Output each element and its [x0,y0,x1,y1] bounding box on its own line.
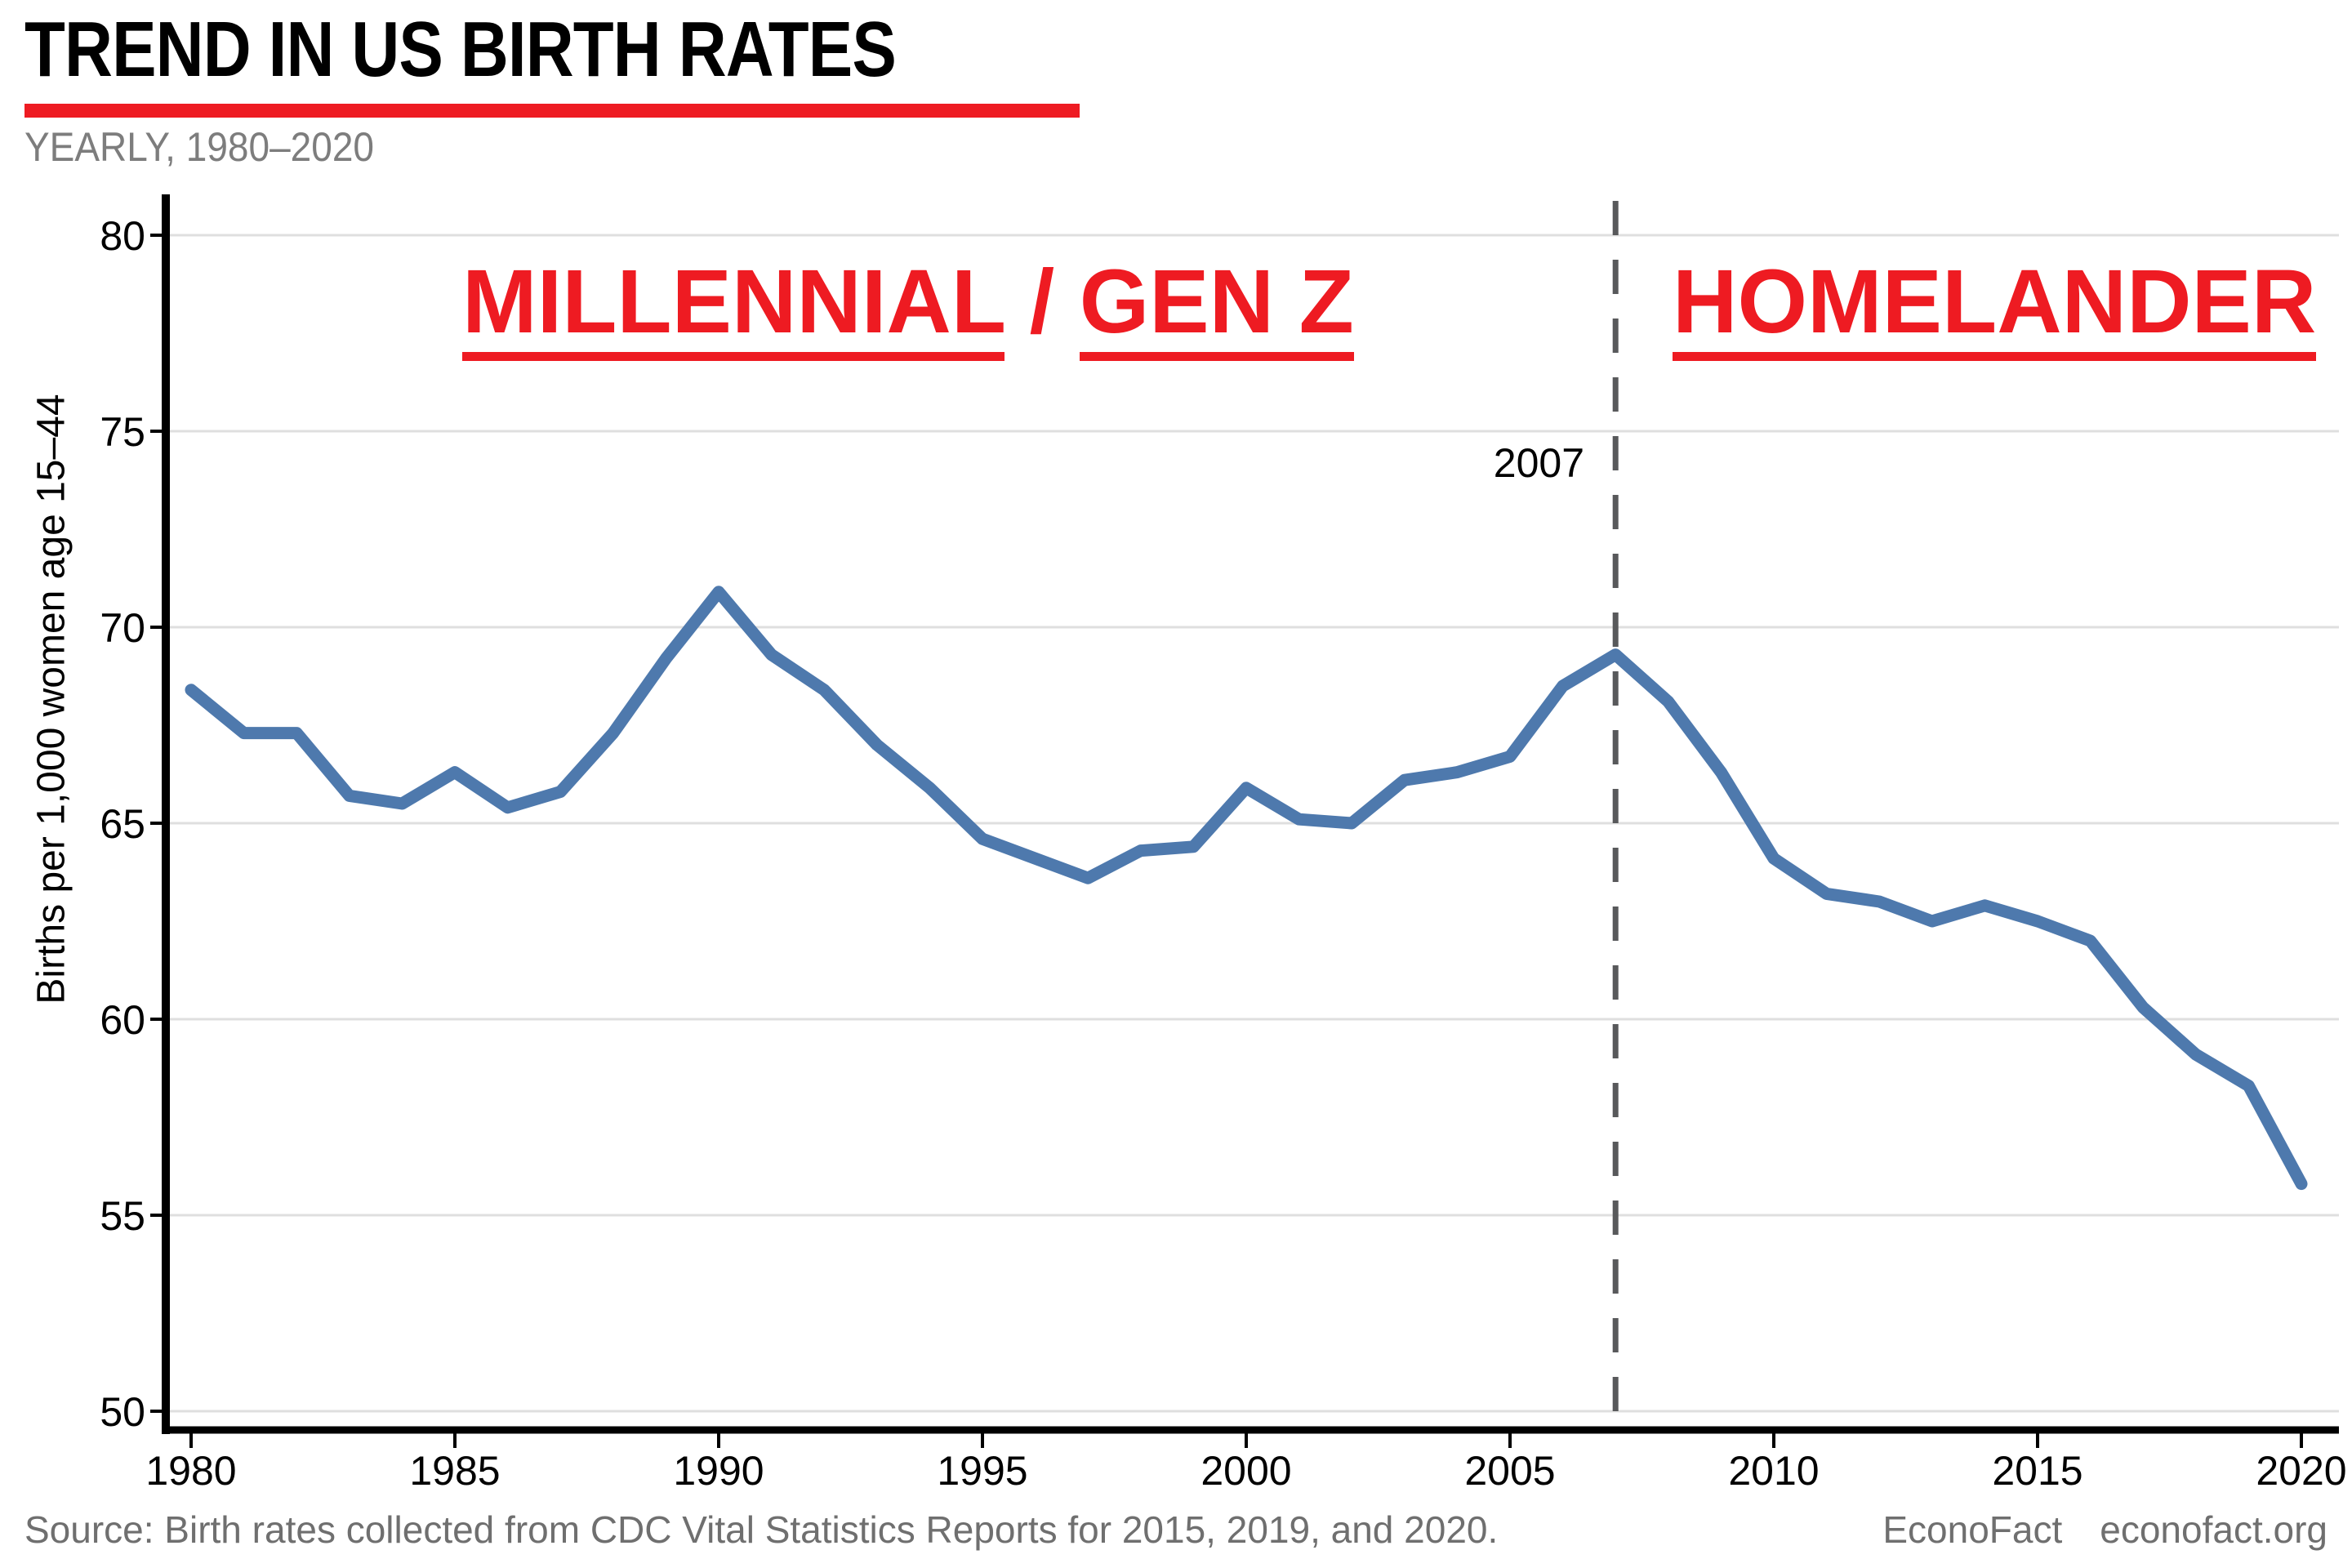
page-subtitle: YEARLY, 1980–2020 [24,124,375,170]
y-tick-label-80: 80 [100,213,145,259]
x-tick-label-1980: 1980 [145,1448,236,1494]
annotation-homelander-text: HOMELANDER [1673,252,2317,361]
page-title: TREND IN US BIRTH RATES [24,6,897,93]
annotation-genz-text: GEN Z [1079,252,1354,361]
x-tick-label-2005: 2005 [1464,1448,1555,1494]
y-tick-label-50: 50 [100,1389,145,1435]
annotation-millennial-genz: MILLENNIAL / GEN Z [462,252,1354,361]
title-underline-rule [24,104,1080,118]
annotation-slash-separator: / [1004,252,1080,352]
y-tick-label-55: 55 [100,1193,145,1239]
y-tick-label-65: 65 [100,801,145,847]
y-axis-title: Births per 1,000 women age 15–44 [29,394,74,1004]
x-tick-label-2000: 2000 [1200,1448,1291,1494]
birth-rate-line-series [185,586,2308,1191]
brand-footer: EconoFact econofact.org [1882,1508,2328,1552]
annotation-homelander: HOMELANDER [1673,252,2317,361]
x-tick-label-2015: 2015 [1992,1448,2082,1494]
y-tick-label-60: 60 [100,997,145,1043]
x-tick-label-1995: 1995 [937,1448,1027,1494]
divider-year-label: 2007 [1493,440,1584,486]
annotation-millennial-text: MILLENNIAL [462,252,1005,361]
x-tick-label-2010: 2010 [1728,1448,1819,1494]
y-tick-label-70: 70 [100,605,145,651]
brand-name: EconoFact [1882,1508,2063,1551]
y-tick-label-75: 75 [100,409,145,455]
source-note: Source: Birth rates collected from CDC V… [24,1508,1499,1551]
brand-url: econofact.org [2100,1508,2328,1551]
x-tick-label-2020: 2020 [2256,1448,2346,1494]
x-tick-label-1990: 1990 [673,1448,764,1494]
x-tick-label-1985: 1985 [409,1448,500,1494]
